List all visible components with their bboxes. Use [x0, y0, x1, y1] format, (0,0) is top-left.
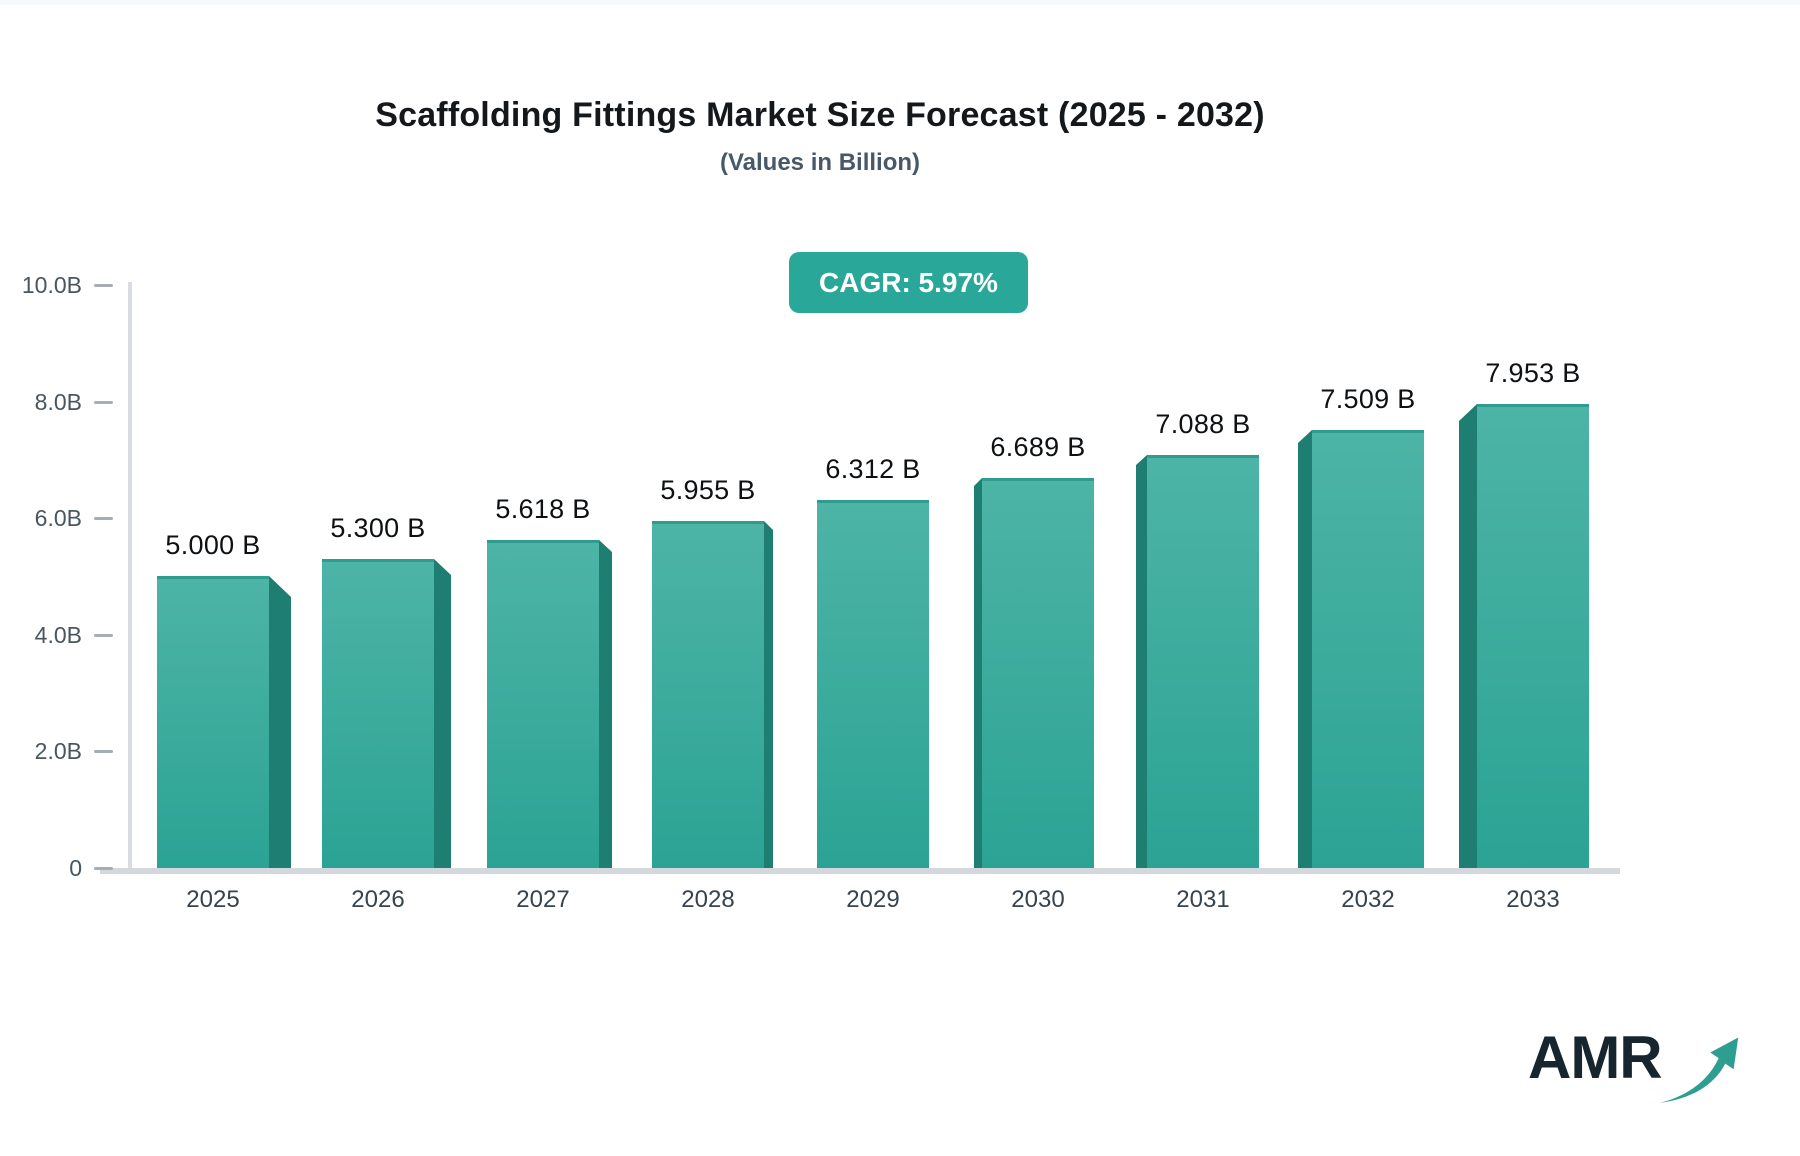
bar-value-label: 7.509 B	[1320, 384, 1416, 414]
x-axis-category-label: 2025	[186, 886, 240, 913]
bar-value-label: 6.689 B	[990, 432, 1086, 462]
x-axis-category-label: 2030	[1011, 886, 1065, 913]
y-axis-tick-mark	[94, 400, 113, 404]
y-axis-tick-label: 6.0B	[34, 505, 82, 532]
y-axis-tick-mark	[94, 867, 113, 870]
x-axis-category-label: 2032	[1341, 886, 1395, 913]
y-axis-tick-label: 0	[69, 855, 82, 881]
chart-title: Scaffolding Fittings Market Size Forecas…	[375, 96, 1265, 134]
bar-value-label: 5.955 B	[660, 475, 756, 505]
bar-value-label: 7.953 B	[1485, 358, 1581, 388]
bar-2026	[322, 559, 434, 868]
x-axis-baseline	[100, 868, 1620, 874]
bar-value-label: 6.312 B	[825, 454, 921, 484]
bar-3d-side-2031	[1136, 455, 1147, 868]
y-axis-line	[128, 282, 132, 871]
y-axis-tick-label: 2.0B	[34, 738, 82, 765]
bar-value-label: 7.088 B	[1155, 409, 1251, 439]
cagr-badge: CAGR: 5.97%	[789, 252, 1028, 313]
bar-2029	[817, 500, 929, 868]
bar-value-label: 5.618 B	[495, 494, 591, 524]
bar-2028	[652, 521, 764, 868]
y-axis-tick-label: 10.0B	[21, 272, 82, 298]
cagr-badge-label: CAGR: 5.97%	[819, 266, 998, 298]
y-axis-tick-label: 4.0B	[34, 621, 82, 648]
bar-2030	[982, 478, 1094, 868]
x-axis-category-label: 2031	[1176, 886, 1230, 913]
y-axis-tick-mark	[94, 750, 113, 754]
bar-value-label: 5.000 B	[165, 530, 261, 560]
bar-3d-side-2030	[974, 478, 982, 868]
bar-3d-side-2028	[764, 521, 773, 868]
x-axis-category-label: 2033	[1506, 886, 1560, 913]
bar-3d-side-2033	[1459, 404, 1477, 868]
bar-2027	[487, 540, 599, 868]
bar-value-label: 5.300 B	[330, 513, 426, 543]
y-axis-tick-mark	[94, 517, 113, 521]
bar-2031	[1147, 455, 1259, 868]
x-axis-category-label: 2027	[516, 886, 570, 913]
page-top-strip	[0, 0, 1800, 5]
y-axis-tick-mark	[94, 284, 113, 287]
y-axis-tick-label: 8.0B	[34, 388, 82, 415]
growth-arrow-icon	[1659, 1037, 1738, 1103]
x-axis-category-label: 2026	[351, 886, 405, 913]
chart-subtitle: (Values in Billion)	[719, 149, 921, 176]
bar-2033	[1477, 404, 1589, 868]
bar-2032	[1312, 430, 1424, 868]
y-axis-tick-mark	[94, 633, 113, 637]
bar-2025	[157, 576, 269, 868]
brand-logo: AMR	[1528, 1028, 1742, 1112]
bar-3d-side-2026	[434, 559, 451, 868]
bar-3d-side-2032	[1298, 430, 1312, 868]
x-axis-category-label: 2028	[681, 886, 735, 913]
bar-3d-side-2025	[269, 576, 291, 868]
brand-logo-text: AMR	[1528, 1024, 1663, 1091]
bar-3d-side-2027	[599, 540, 612, 868]
x-axis-category-label: 2029	[846, 886, 900, 913]
